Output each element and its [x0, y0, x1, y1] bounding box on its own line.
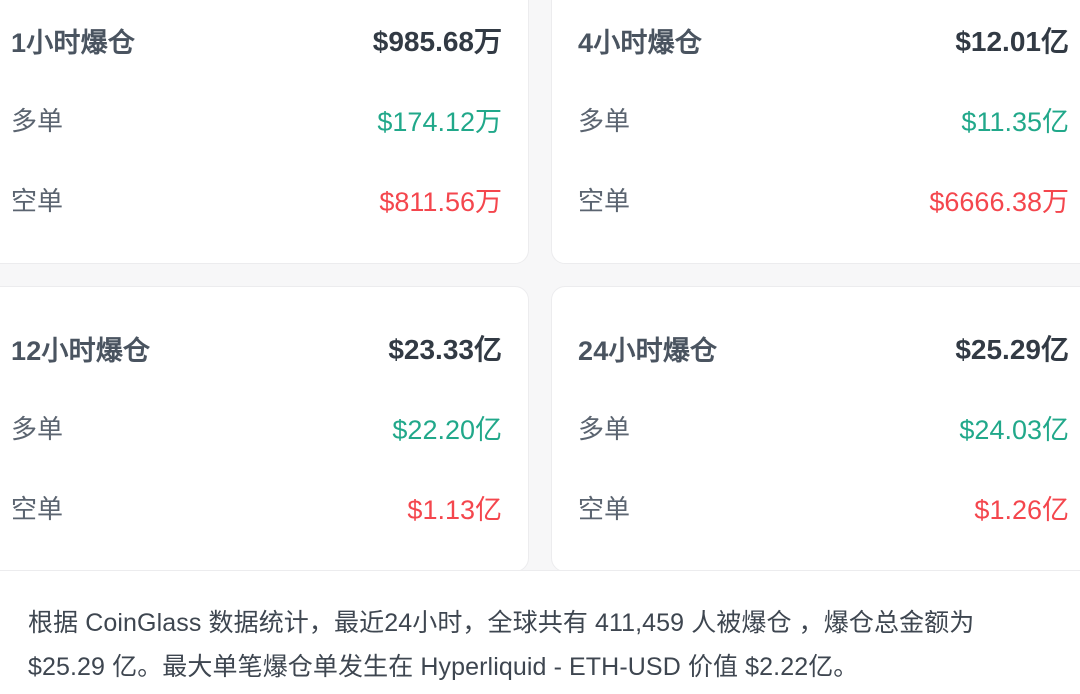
card-header-row: 1小时爆仓 $985.68万 [11, 1, 502, 79]
card-header-row: 12小时爆仓 $23.33亿 [11, 309, 502, 387]
card-short-row: 空单 $811.56万 [11, 159, 502, 239]
long-value: $22.20亿 [392, 414, 502, 445]
short-value: $811.56万 [379, 186, 502, 217]
card-short-row: 空单 $1.13亿 [11, 467, 502, 547]
card-long-row: 多单 $11.35亿 [578, 79, 1069, 159]
card-short-row: 空单 $1.26亿 [578, 467, 1069, 547]
short-label: 空单 [11, 493, 64, 524]
liquidation-card-12h[interactable]: 12小时爆仓 $23.33亿 多单 $22.20亿 空单 $1.13亿 [0, 286, 529, 572]
short-value: $6666.38万 [929, 186, 1069, 217]
card-long-row: 多单 $174.12万 [11, 79, 502, 159]
card-header-row: 4小时爆仓 $12.01亿 [578, 1, 1069, 79]
short-label: 空单 [578, 185, 631, 216]
long-label: 多单 [11, 105, 64, 136]
long-value: $24.03亿 [959, 414, 1069, 445]
card-header-row: 24小时爆仓 $25.29亿 [578, 309, 1069, 387]
card-total-value: $985.68万 [372, 26, 502, 57]
liquidation-card-1h[interactable]: 1小时爆仓 $985.68万 多单 $174.12万 空单 $811.56万 [0, 0, 529, 264]
liquidation-card-24h[interactable]: 24小时爆仓 $25.29亿 多单 $24.03亿 空单 $1.26亿 [551, 286, 1080, 572]
short-label: 空单 [578, 493, 631, 524]
card-total-value: $23.33亿 [388, 334, 502, 365]
summary-panel: 根据 CoinGlass 数据统计，最近24小时，全球共有 411,459 人被… [0, 570, 1080, 694]
card-total-value: $12.01亿 [955, 26, 1069, 57]
card-title: 4小时爆仓 [578, 27, 703, 58]
long-label: 多单 [11, 413, 64, 444]
card-title: 12小时爆仓 [11, 335, 151, 366]
summary-text: 根据 CoinGlass 数据统计，最近24小时，全球共有 411,459 人被… [28, 609, 982, 681]
card-long-row: 多单 $24.03亿 [578, 387, 1069, 467]
long-label: 多单 [578, 413, 631, 444]
long-label: 多单 [578, 105, 631, 136]
short-label: 空单 [11, 185, 64, 216]
card-short-row: 空单 $6666.38万 [578, 159, 1069, 239]
card-total-value: $25.29亿 [955, 334, 1069, 365]
card-title: 24小时爆仓 [578, 335, 718, 366]
long-value: $174.12万 [377, 106, 502, 137]
long-value: $11.35亿 [961, 106, 1069, 137]
liquidation-card-grid: 1小时爆仓 $985.68万 多单 $174.12万 空单 $811.56万 4… [0, 0, 1080, 572]
short-value: $1.13亿 [407, 494, 502, 525]
card-long-row: 多单 $22.20亿 [11, 387, 502, 467]
card-title: 1小时爆仓 [11, 27, 136, 58]
short-value: $1.26亿 [974, 494, 1069, 525]
liquidation-card-4h[interactable]: 4小时爆仓 $12.01亿 多单 $11.35亿 空单 $6666.38万 [551, 0, 1080, 264]
